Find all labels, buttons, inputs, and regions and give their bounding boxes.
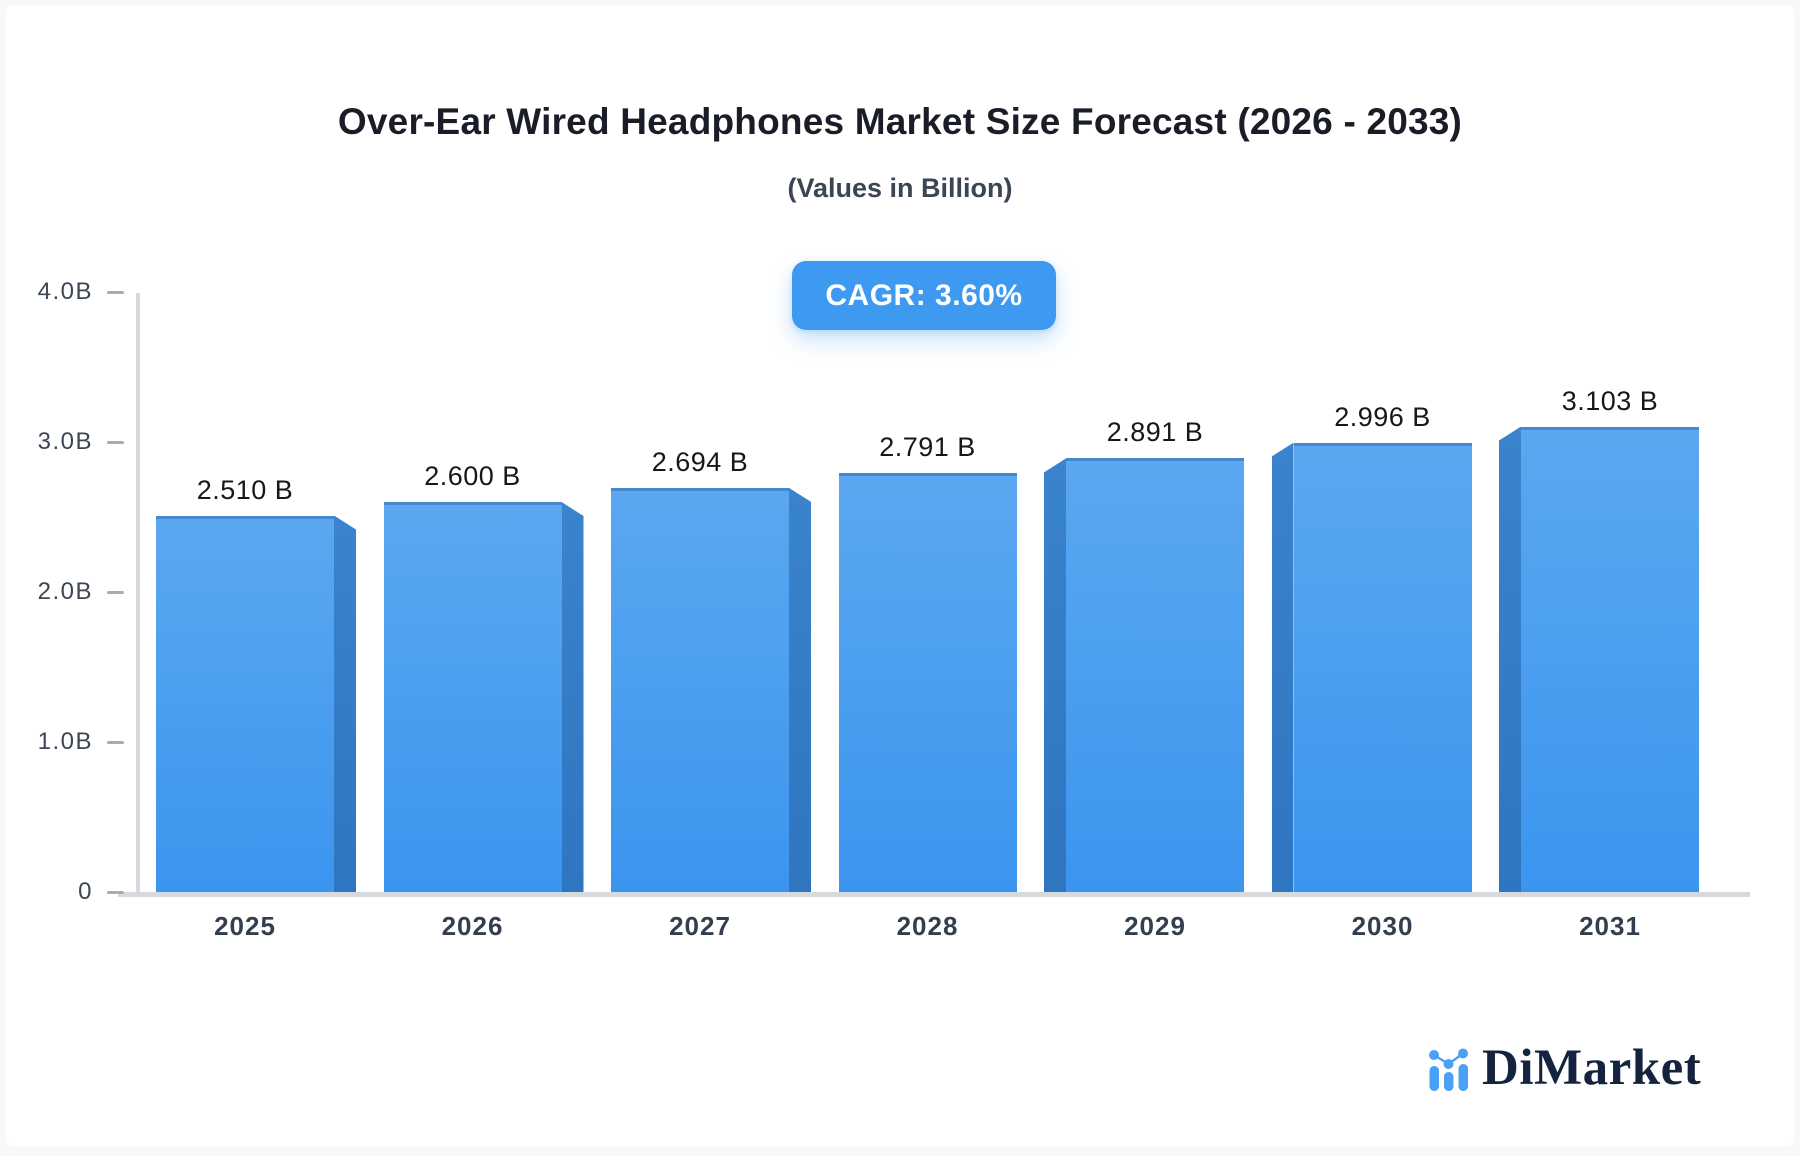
bar-2030 xyxy=(1293,442,1472,892)
dimarket-logo: DiMarket xyxy=(1427,1043,1701,1094)
bar-2031 xyxy=(1521,426,1699,892)
bar-value-label-2026: 2.600 B xyxy=(424,461,521,491)
bar-2025 xyxy=(156,515,334,892)
chart-title: Over-Ear Wired Headphones Market Size Fo… xyxy=(337,101,1463,142)
bar-3d-side-2031 xyxy=(1499,426,1521,892)
chart-subtitle: (Values in Billion) xyxy=(787,173,1013,203)
x-axis-label-2025: 2025 xyxy=(214,911,276,941)
x-axis-label-2028: 2028 xyxy=(896,911,959,941)
bar-3d-side-2026 xyxy=(561,502,584,892)
y-tick-label-1.0B: 1.0B xyxy=(37,728,93,755)
x-axis-label-2029: 2029 xyxy=(1124,911,1186,941)
cagr-badge: CAGR: 3.60% xyxy=(792,261,1056,330)
y-tick-label-2.0B: 2.0B xyxy=(37,578,93,605)
bar-3d-side-2030 xyxy=(1271,442,1294,892)
y-tick-mark xyxy=(107,891,124,894)
x-axis-label-2030: 2030 xyxy=(1351,911,1414,941)
y-tick-mark xyxy=(107,591,124,594)
y-tick-label-4.0B: 4.0B xyxy=(37,278,93,305)
bar-value-label-2030: 2.996 B xyxy=(1334,401,1431,432)
bar-3d-side-2027 xyxy=(789,487,811,892)
bar-chart-plot: 2.510 B 2025 2.600 B 2026 2.694 B 2027 2.791 B… xyxy=(6,5,1800,1156)
bar-2029 xyxy=(1066,458,1244,892)
x-axis-line xyxy=(118,892,1750,897)
bar-value-label-2031: 3.103 B xyxy=(1561,385,1659,416)
cagr-badge-label: CAGR: 3.60% xyxy=(825,278,1023,312)
bar-value-label-2028: 2.791 B xyxy=(879,432,976,463)
y-tick-mark xyxy=(107,291,124,294)
y-tick-label-3.0B: 3.0B xyxy=(37,428,93,455)
logo-brand-name: DiMarket xyxy=(1482,1040,1702,1096)
bar-value-label-2029: 2.891 B xyxy=(1106,417,1204,448)
bar-3d-side-2025 xyxy=(334,515,356,892)
bar-2028 xyxy=(838,473,1017,892)
logo-bar-chart-icon xyxy=(1429,1048,1468,1091)
x-axis-label-2026: 2026 xyxy=(441,911,504,941)
bar-2027 xyxy=(611,487,789,892)
y-tick-mark xyxy=(107,441,124,444)
x-axis-label-2031: 2031 xyxy=(1579,911,1641,941)
bar-2026 xyxy=(383,502,562,892)
chart-card: Over-Ear Wired Headphones Market Size Fo… xyxy=(6,5,1794,1146)
bar-value-label-2025: 2.510 B xyxy=(196,474,294,505)
y-tick-label-0: 0 xyxy=(78,878,93,905)
y-tick-mark xyxy=(107,741,124,744)
y-axis-line xyxy=(136,293,140,894)
bar-value-label-2027: 2.694 B xyxy=(651,446,749,477)
bar-3d-side-2029 xyxy=(1044,458,1066,892)
x-axis-label-2027: 2027 xyxy=(669,911,731,941)
